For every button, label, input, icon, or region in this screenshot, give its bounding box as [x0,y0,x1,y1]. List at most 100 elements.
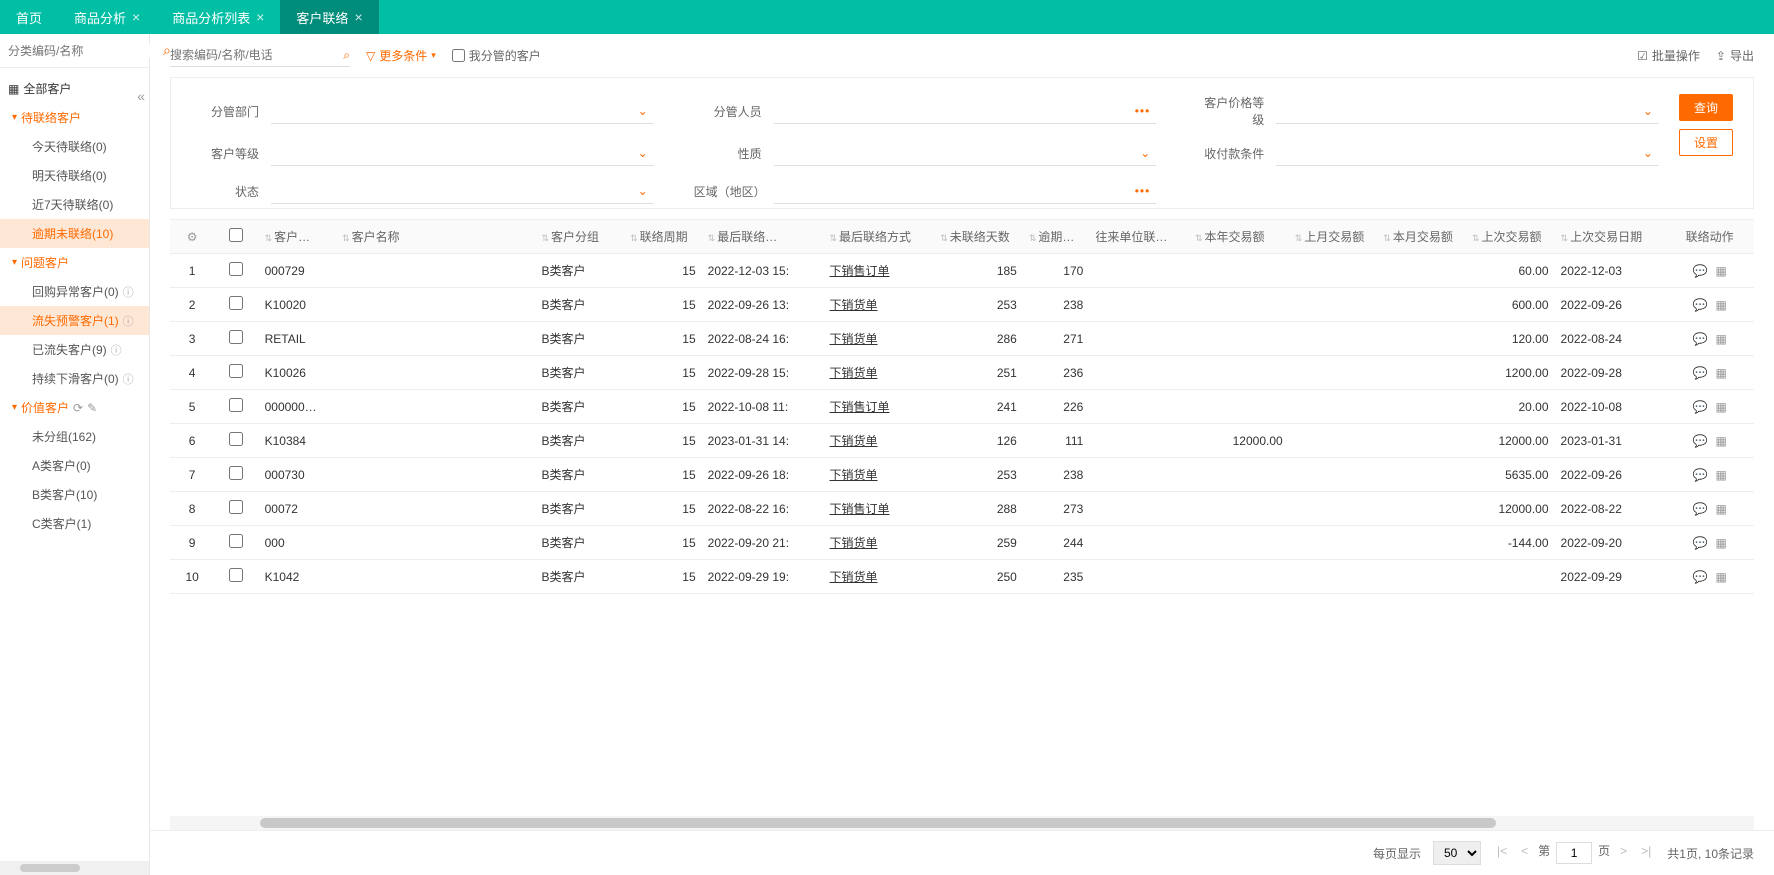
help-icon[interactable]: ⓘ [123,371,134,387]
export-action[interactable]: ⇪ 导出 [1716,47,1754,64]
column-header[interactable]: ⚙ [170,220,214,254]
row-checkbox[interactable] [229,500,243,514]
filter-input[interactable]: ⌄ [271,140,654,166]
chat-icon[interactable]: 💬 [1692,366,1707,380]
tree-leaf[interactable]: 明天待联络(0) [0,161,149,190]
tab[interactable]: 客户联络× [280,0,378,34]
row-checkbox[interactable] [229,432,243,446]
table-row[interactable]: 7000730B类客户152022-09-26 18:下销货单253238563… [170,458,1754,492]
tab[interactable]: 首页 [0,0,58,34]
mine-customers-check[interactable]: 我分管的客户 [452,47,541,64]
tree-leaf[interactable]: A类客户(0) [0,451,149,480]
last-way-link[interactable]: 下销货单 [829,332,877,346]
last-way-link[interactable]: 下销售订单 [829,264,889,278]
tree-leaf[interactable]: 今天待联络(0) [0,132,149,161]
row-checkbox[interactable] [229,364,243,378]
tab[interactable]: 商品分析列表× [156,0,280,34]
tree-leaf[interactable]: 未分组(162) [0,422,149,451]
tree-leaf[interactable]: B类客户(10) [0,480,149,509]
grid-icon[interactable]: ▦ [1715,264,1726,278]
help-icon[interactable]: ⓘ [123,284,134,300]
column-header[interactable]: ⇅上月交易额 [1289,220,1378,254]
filter-input[interactable]: ⌄ [774,140,1157,166]
chat-icon[interactable]: 💬 [1692,298,1707,312]
search-icon[interactable]: ⌕ [163,42,171,59]
mine-checkbox[interactable] [452,49,465,62]
chat-icon[interactable]: 💬 [1692,332,1707,346]
last-way-link[interactable]: 下销货单 [829,468,877,482]
last-way-link[interactable]: 下销货单 [829,570,877,584]
select-all-checkbox[interactable] [229,228,243,242]
table-row[interactable]: 1000729B类客户152022-12-03 15:下销售订单18517060… [170,254,1754,288]
row-checkbox[interactable] [229,568,243,582]
search-icon[interactable]: ⌕ [343,48,350,63]
row-checkbox[interactable] [229,296,243,310]
column-header[interactable]: ⇅本月交易额 [1377,220,1466,254]
filter-input[interactable]: ⌄ [1276,140,1659,166]
search-input[interactable] [170,44,343,66]
tree-leaf[interactable]: 回购异常客户(0) ⓘ [0,277,149,306]
grid-icon[interactable]: ▦ [1715,570,1726,584]
grid-icon[interactable]: ▦ [1715,332,1726,346]
column-header[interactable]: ⇅上次交易日期 [1555,220,1666,254]
page-input[interactable] [1556,842,1592,864]
column-header[interactable]: ⇅客户… [259,220,337,254]
tree-group[interactable]: ▾价值客户 ⟳ ✎ [0,393,149,422]
column-header[interactable]: ⇅客户分组 [536,220,625,254]
next-page-icon[interactable]: > [1616,842,1631,864]
column-header[interactable]: ⇅最后联络方式 [823,220,934,254]
column-header[interactable]: 联络动作 [1665,220,1754,254]
filter-input[interactable]: ⌄ [1276,98,1659,124]
last-way-link[interactable]: 下销售订单 [829,502,889,516]
last-way-link[interactable]: 下销货单 [829,536,877,550]
per-page-select[interactable]: 50 [1433,841,1481,865]
chat-icon[interactable]: 💬 [1692,400,1707,414]
tree-leaf[interactable]: 流失预警客户(1) ⓘ [0,306,149,335]
chat-icon[interactable]: 💬 [1692,434,1707,448]
table-row[interactable]: 2K10020B类客户152022-09-26 13:下销货单253238600… [170,288,1754,322]
table-row[interactable]: 4K10026B类客户152022-09-28 15:下销货单251236120… [170,356,1754,390]
last-way-link[interactable]: 下销货单 [829,298,877,312]
table-row[interactable]: 800072B类客户152022-08-22 16:下销售订单288273120… [170,492,1754,526]
grid-icon[interactable]: ▦ [1715,366,1726,380]
sidebar-scrollbar[interactable] [0,861,149,875]
tree-leaf[interactable]: 近7天待联络(0) [0,190,149,219]
column-header[interactable]: ⇅逾期… [1023,220,1089,254]
column-header[interactable]: ⇅客户名称 [336,220,535,254]
batch-action[interactable]: ☑ 批量操作 [1637,47,1700,64]
row-checkbox[interactable] [229,466,243,480]
prev-page-icon[interactable]: < [1517,842,1532,864]
tree-group[interactable]: ▾待联络客户 [0,103,149,132]
grid-icon[interactable]: ▦ [1715,536,1726,550]
row-checkbox[interactable] [229,398,243,412]
grid-icon[interactable]: ▦ [1715,434,1726,448]
horizontal-scrollbar[interactable] [170,816,1754,830]
row-checkbox[interactable] [229,330,243,344]
help-icon[interactable]: ⓘ [123,313,134,329]
grid-icon[interactable]: ▦ [1715,400,1726,414]
help-icon[interactable]: ⓘ [111,342,122,358]
close-icon[interactable]: × [132,9,140,25]
more-conditions[interactable]: ▽ 更多条件 ▾ [366,47,436,64]
last-page-icon[interactable]: >| [1637,842,1655,864]
last-way-link[interactable]: 下销货单 [829,434,877,448]
grid-icon[interactable]: ▦ [1715,502,1726,516]
filter-input[interactable]: ••• [774,178,1157,204]
refresh-icon[interactable]: ⟳ [73,401,83,415]
tab[interactable]: 商品分析× [58,0,156,34]
chat-icon[interactable]: 💬 [1692,468,1707,482]
table-row[interactable]: 5000000…B类客户152022-10-08 11:下销售订单2412262… [170,390,1754,424]
column-header[interactable]: ⇅上次交易额 [1466,220,1555,254]
chat-icon[interactable]: 💬 [1692,264,1707,278]
chat-icon[interactable]: 💬 [1692,502,1707,516]
last-way-link[interactable]: 下销货单 [829,366,877,380]
tree-leaf[interactable]: 已流失客户(9) ⓘ [0,335,149,364]
chat-icon[interactable]: 💬 [1692,570,1707,584]
tree-root[interactable]: ▦ 全部客户 [0,74,149,103]
table-row[interactable]: 10K1042B类客户152022-09-29 19:下销货单250235202… [170,560,1754,594]
table-row[interactable]: 6K10384B类客户152023-01-31 14:下销货单126111120… [170,424,1754,458]
chat-icon[interactable]: 💬 [1692,536,1707,550]
filter-input[interactable]: ⌄ [271,98,654,124]
tree-group[interactable]: ▾问题客户 [0,248,149,277]
row-checkbox[interactable] [229,262,243,276]
